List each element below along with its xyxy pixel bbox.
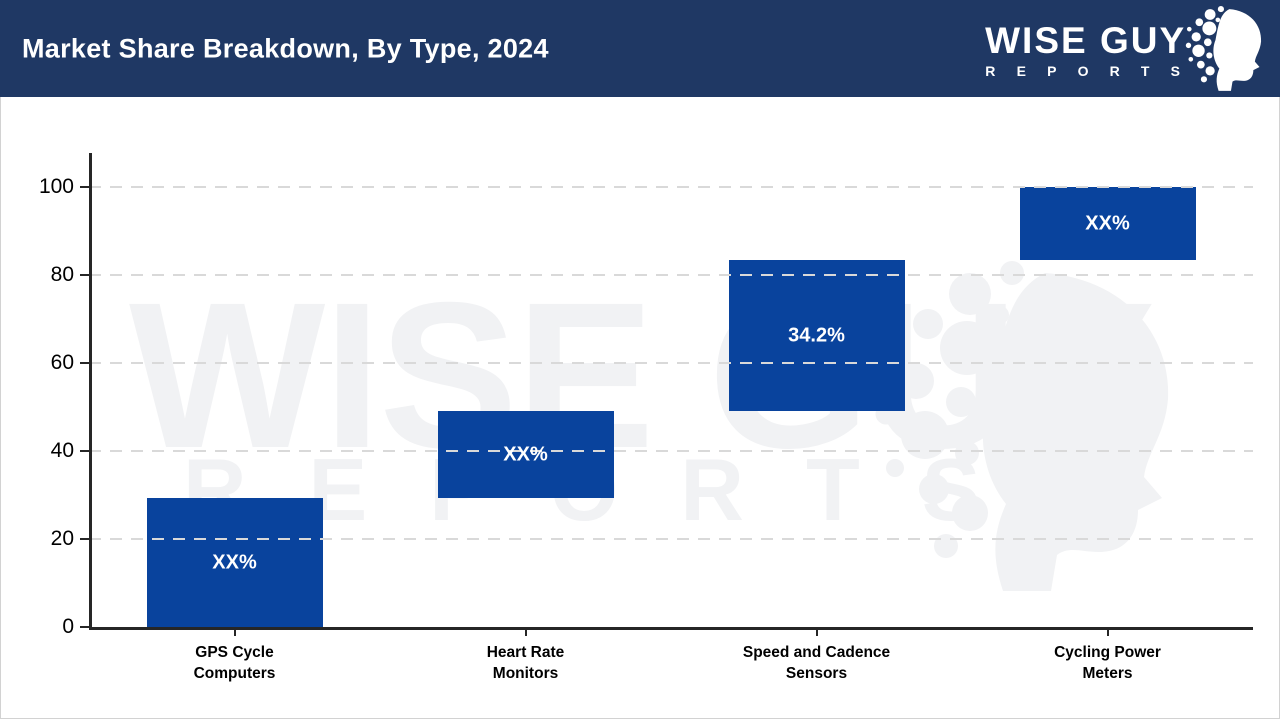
bar xyxy=(728,260,905,411)
gridline xyxy=(89,186,1253,188)
header-bar: Market Share Breakdown, By Type, 2024 WI… xyxy=(0,0,1280,97)
gridline xyxy=(89,362,1253,364)
y-tick xyxy=(80,450,89,452)
x-tick xyxy=(233,627,236,636)
y-tick xyxy=(80,362,89,364)
gridline xyxy=(89,274,1253,276)
bar-value-label: XX% xyxy=(503,443,548,466)
category-label: Speed and Cadence Sensors xyxy=(742,644,891,682)
gridline xyxy=(89,450,1253,452)
y-tick-label: 80 xyxy=(50,262,74,286)
y-axis xyxy=(89,153,92,630)
y-tick-label: 100 xyxy=(38,174,74,198)
y-tick xyxy=(80,626,89,628)
x-axis xyxy=(89,627,1253,630)
category-label: Cycling Power Meters xyxy=(1054,644,1161,682)
y-tick xyxy=(80,538,89,540)
x-tick xyxy=(815,627,818,636)
bar-value-label: XX% xyxy=(1085,212,1130,235)
brand-head-icon xyxy=(1185,6,1262,91)
gridline xyxy=(89,538,1253,540)
bar xyxy=(1019,187,1196,261)
bar-value-label: XX% xyxy=(212,551,257,574)
brand-name: WISE GUY xyxy=(985,19,1187,61)
bar-value-label: 34.2% xyxy=(788,324,845,347)
bar-chart-plot: XX% GPS Cycle Computers XX% Heart Rate Monito… xyxy=(1,97,1279,718)
watermark-head-icon xyxy=(875,261,1169,591)
bar xyxy=(146,498,323,627)
y-tick-label: 40 xyxy=(50,438,74,462)
brand-subtitle: R E P O R T S xyxy=(985,62,1190,79)
brand-logo: WISE GUY R E P O R T S xyxy=(981,6,1272,94)
bar xyxy=(437,410,614,499)
brand-text: WISE GUY R E P O R T S xyxy=(981,22,1190,79)
x-tick xyxy=(1106,627,1109,636)
page-title: Market Share Breakdown, By Type, 2024 xyxy=(22,33,549,63)
y-tick-label: 0 xyxy=(62,614,74,638)
x-tick xyxy=(524,627,527,636)
y-tick-label: 20 xyxy=(50,526,74,550)
y-tick xyxy=(80,186,89,188)
category-label: GPS Cycle Computers xyxy=(193,644,276,682)
category-label: Heart Rate Monitors xyxy=(486,644,565,682)
y-tick xyxy=(80,274,89,276)
y-tick-label: 60 xyxy=(50,350,74,374)
